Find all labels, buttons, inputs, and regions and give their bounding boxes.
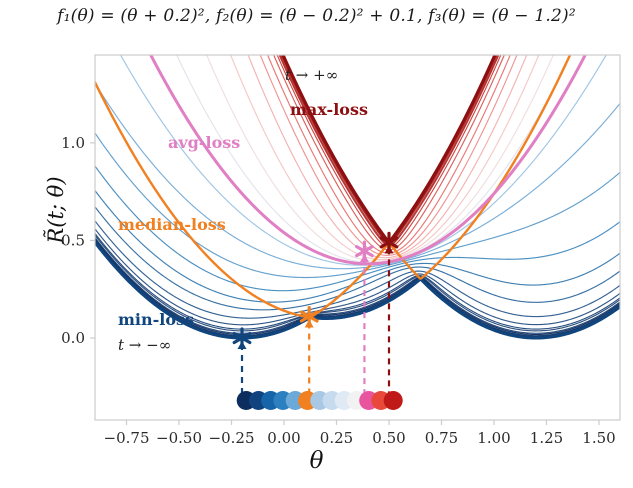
risk-curve bbox=[176, 55, 571, 264]
x-tick-label: −0.25 bbox=[209, 429, 255, 447]
risk-curve bbox=[95, 234, 620, 332]
risk-curve bbox=[206, 55, 554, 262]
risk-curve bbox=[276, 55, 502, 248]
x-tick-label: 0.00 bbox=[267, 429, 300, 447]
risk-curve bbox=[279, 55, 499, 246]
min-loss-curve bbox=[95, 240, 620, 340]
risk-curve bbox=[95, 165, 620, 292]
y-tick-label: 0.0 bbox=[61, 329, 85, 347]
risk-curve bbox=[95, 220, 620, 319]
risk-curve bbox=[95, 228, 620, 326]
risk-curve bbox=[95, 233, 620, 330]
risk-curve bbox=[95, 206, 620, 311]
risk-curve bbox=[95, 237, 620, 334]
annotation-max-loss: max-loss bbox=[290, 100, 368, 119]
risk-curve bbox=[119, 55, 607, 266]
axes-frame bbox=[94, 54, 621, 421]
x-tick-label: 1.00 bbox=[477, 429, 510, 447]
marker-star-avg-loss bbox=[355, 240, 374, 262]
y-tick-label: 0.5 bbox=[61, 231, 85, 249]
risk-curve bbox=[95, 132, 620, 279]
annotation-min-loss: min-loss bbox=[118, 310, 194, 329]
star-spoke bbox=[232, 331, 252, 345]
risk-curve bbox=[278, 55, 500, 247]
marker-star-max-loss bbox=[379, 231, 399, 253]
risk-curve bbox=[95, 239, 620, 337]
median-loss-curve bbox=[95, 55, 572, 319]
x-tick-label: 0.75 bbox=[425, 429, 458, 447]
star-spoke bbox=[299, 310, 319, 323]
max-loss-curve bbox=[281, 55, 497, 245]
figure-title: f₁(θ) = (θ + 0.2)², f₂(θ) = (θ − 0.2)² +… bbox=[0, 6, 633, 26]
tilt-dot bbox=[383, 391, 403, 410]
title-text: f₁(θ) = (θ + 0.2)², f₂(θ) = (θ − 0.2)² +… bbox=[57, 6, 576, 26]
risk-curve bbox=[273, 55, 505, 251]
risk-curve bbox=[280, 55, 498, 245]
x-tick-label: 1.50 bbox=[582, 429, 615, 447]
y-tick-label: 1.0 bbox=[61, 134, 85, 152]
risk-curve bbox=[95, 82, 620, 270]
x-tick-label: −0.50 bbox=[156, 429, 202, 447]
x-axis-label: θ bbox=[309, 448, 324, 474]
avg-loss-curve bbox=[149, 55, 587, 266]
annotation-avg-loss: avg-loss bbox=[168, 133, 240, 152]
marker-star-min-loss bbox=[232, 327, 252, 349]
limit-label-minus-infinity: t → −∞ bbox=[118, 336, 171, 354]
star-spoke bbox=[355, 245, 374, 258]
risk-curve bbox=[280, 55, 498, 245]
tilt-colorbar-dots bbox=[236, 391, 403, 410]
risk-curve bbox=[259, 55, 518, 256]
limit-label-plus-infinity: t → +∞ bbox=[285, 66, 338, 84]
risk-curve bbox=[267, 55, 511, 254]
x-tick-label: 0.25 bbox=[320, 429, 353, 447]
x-tick-label: 1.25 bbox=[530, 429, 563, 447]
tilted-risk-curves bbox=[95, 55, 620, 340]
x-tick-label: −0.75 bbox=[104, 429, 150, 447]
risk-curve bbox=[95, 189, 620, 303]
marker-star-median-loss bbox=[299, 305, 319, 328]
risk-curve bbox=[95, 238, 620, 336]
annotation-median-loss: median-loss bbox=[118, 215, 226, 234]
star-spoke bbox=[379, 236, 399, 249]
x-tick-label: 0.50 bbox=[372, 429, 405, 447]
